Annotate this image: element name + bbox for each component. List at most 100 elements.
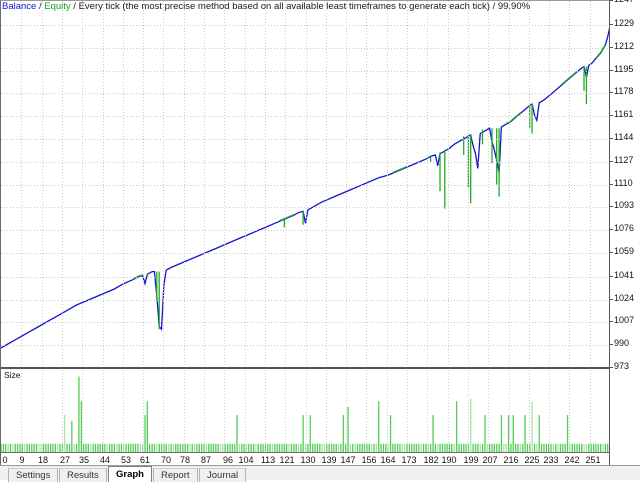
size-bar — [401, 443, 403, 452]
size-bar — [540, 443, 543, 452]
size-bar — [16, 443, 19, 452]
y-axis-tick-label: 1212 — [614, 41, 635, 51]
x-axis-tick-label: 27 — [59, 455, 71, 465]
size-bar — [448, 443, 451, 452]
size-bar — [321, 443, 323, 452]
size-bar — [526, 443, 529, 452]
tab-report[interactable]: Report — [153, 468, 198, 482]
tab-graph[interactable]: Graph — [108, 466, 152, 482]
size-bar — [500, 415, 503, 452]
size-bar — [28, 443, 30, 452]
x-axis-tick-label: 0 — [2, 455, 8, 465]
tab-journal[interactable]: Journal — [199, 468, 247, 482]
y-axis-tick-mark — [610, 367, 613, 368]
size-panel-label: Size — [4, 370, 21, 380]
x-axis: 0 9 18 27 35 44 53 61 70 78 87 96 104 113 121 130 139 147… — [1, 452, 610, 466]
size-bar — [109, 443, 111, 452]
equity-line — [279, 214, 294, 222]
gridline-vertical — [42, 370, 43, 452]
size-bar — [71, 420, 73, 452]
gridline-vertical — [82, 370, 83, 452]
size-bar — [413, 443, 415, 452]
size-bar — [439, 443, 441, 452]
size-bar — [347, 406, 349, 452]
gridline-horizontal — [1, 185, 610, 186]
size-bar — [422, 443, 425, 452]
gridline-vertical — [285, 1, 286, 368]
size-bar — [380, 443, 382, 452]
gridline-vertical — [245, 1, 246, 368]
size-bar — [134, 443, 137, 452]
size-bar — [477, 443, 479, 452]
size-bar — [453, 443, 455, 452]
gridline-vertical — [407, 1, 408, 368]
tab-settings[interactable]: Settings — [8, 468, 59, 482]
gridline-vertical — [245, 370, 246, 452]
x-axis-tick-label: 113 — [260, 455, 276, 465]
x-axis-tick-label: 87 — [200, 455, 212, 465]
y-axis-tick-mark — [610, 206, 613, 207]
size-bar — [125, 443, 127, 452]
x-axis-tick-label: 216 — [503, 455, 519, 465]
size-bar — [354, 443, 356, 452]
size-bar — [470, 398, 472, 452]
size-bar — [335, 443, 337, 452]
x-axis-tick-label: 96 — [222, 455, 234, 465]
y-axis: 1247 1229 1212 1195 1178 1161 1144 1127 1110 1093… — [609, 0, 640, 465]
size-bar — [465, 443, 467, 452]
size-bar — [274, 443, 276, 452]
size-bar — [486, 443, 488, 452]
size-bar — [132, 443, 134, 452]
y-axis-tick: 1007 — [610, 315, 640, 332]
size-bar — [186, 443, 189, 452]
size-bar — [297, 443, 300, 452]
size-bar — [425, 443, 427, 452]
y-axis-tick: 973 — [610, 361, 640, 378]
size-bar — [515, 443, 517, 452]
size-bar — [566, 415, 569, 452]
size-bar — [337, 443, 340, 452]
gridline-vertical — [82, 1, 83, 368]
size-bar — [104, 443, 106, 452]
size-bar — [26, 443, 28, 452]
tab-results[interactable]: Results — [59, 468, 107, 482]
size-bar — [234, 443, 236, 452]
size-bar — [47, 443, 49, 452]
size-bar — [59, 443, 61, 452]
gridline-vertical — [529, 1, 530, 368]
size-bar — [333, 443, 335, 452]
gridline-vertical — [184, 1, 185, 368]
size-bar — [472, 443, 474, 452]
x-axis-tick-label: 121 — [279, 455, 295, 465]
gridline-vertical — [448, 370, 449, 452]
size-bar — [286, 443, 288, 452]
gridline-vertical — [143, 370, 144, 452]
gridline-vertical — [590, 1, 591, 368]
y-axis-tick: 1041 — [610, 270, 640, 287]
size-bar — [524, 415, 526, 452]
size-histogram-plot — [1, 376, 610, 452]
legend-balance-label: Balance — [2, 1, 37, 12]
size-bar — [78, 376, 80, 452]
gridline-horizontal — [1, 230, 610, 231]
size-panel — [1, 370, 610, 452]
size-bar — [68, 443, 71, 452]
size-bar — [481, 443, 484, 452]
size-bar — [175, 443, 177, 452]
y-axis-tick-label: 990 — [614, 338, 630, 348]
y-axis-tick-label: 1178 — [614, 86, 634, 96]
y-axis-tick: 1195 — [610, 64, 640, 81]
size-bar — [408, 443, 411, 452]
size-bar — [441, 443, 444, 452]
y-axis-tick-mark — [610, 0, 613, 1]
x-axis-tick-label: 156 — [361, 455, 377, 465]
gridline-vertical — [366, 370, 367, 452]
size-bar — [307, 443, 309, 452]
gridline-vertical — [488, 1, 489, 368]
size-bar — [231, 443, 233, 452]
x-axis-tick-label: 147 — [340, 455, 356, 465]
size-bar — [293, 443, 295, 452]
size-bar — [356, 443, 359, 452]
size-bar — [5, 443, 7, 452]
